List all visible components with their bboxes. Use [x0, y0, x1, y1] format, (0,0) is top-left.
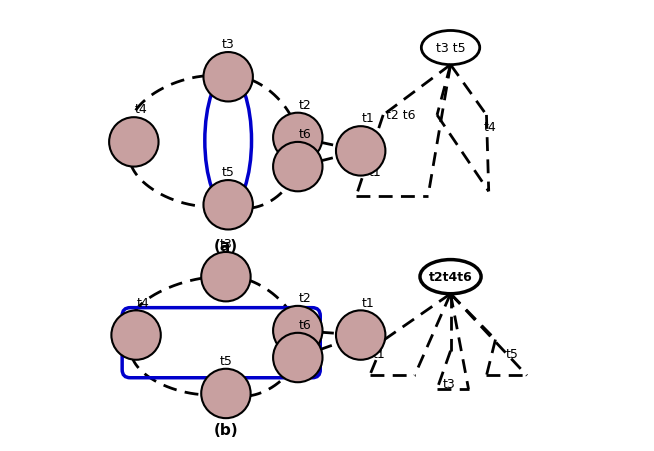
Text: (a): (a)	[214, 238, 238, 253]
Text: t1: t1	[372, 347, 385, 360]
Circle shape	[201, 253, 250, 302]
Text: t6: t6	[299, 128, 311, 141]
Text: t6: t6	[299, 318, 311, 331]
Circle shape	[273, 333, 322, 382]
Circle shape	[111, 311, 161, 360]
Circle shape	[273, 143, 322, 192]
Text: t1: t1	[369, 165, 381, 178]
Circle shape	[203, 181, 253, 230]
Text: t3: t3	[220, 238, 232, 251]
Text: t3: t3	[443, 377, 456, 390]
Circle shape	[201, 369, 250, 418]
Text: t2t4t6: t2t4t6	[428, 271, 472, 284]
Text: t4: t4	[483, 120, 496, 133]
Text: t4: t4	[135, 103, 147, 116]
Text: t3 t5: t3 t5	[436, 42, 466, 55]
Text: (b): (b)	[214, 422, 238, 437]
Text: t2 t6: t2 t6	[387, 109, 416, 122]
Text: t2: t2	[299, 291, 311, 304]
Text: t5: t5	[506, 347, 519, 360]
Circle shape	[336, 311, 385, 360]
Text: t5: t5	[222, 166, 235, 179]
Text: t1: t1	[362, 112, 374, 125]
Circle shape	[273, 306, 322, 355]
Circle shape	[273, 114, 322, 163]
Text: t1: t1	[362, 296, 374, 309]
Text: t3: t3	[222, 38, 235, 51]
Text: t4: t4	[137, 296, 150, 309]
Text: t2: t2	[299, 99, 311, 112]
Circle shape	[109, 118, 158, 167]
Circle shape	[336, 127, 385, 176]
Text: t5: t5	[220, 354, 232, 367]
Circle shape	[203, 53, 253, 102]
